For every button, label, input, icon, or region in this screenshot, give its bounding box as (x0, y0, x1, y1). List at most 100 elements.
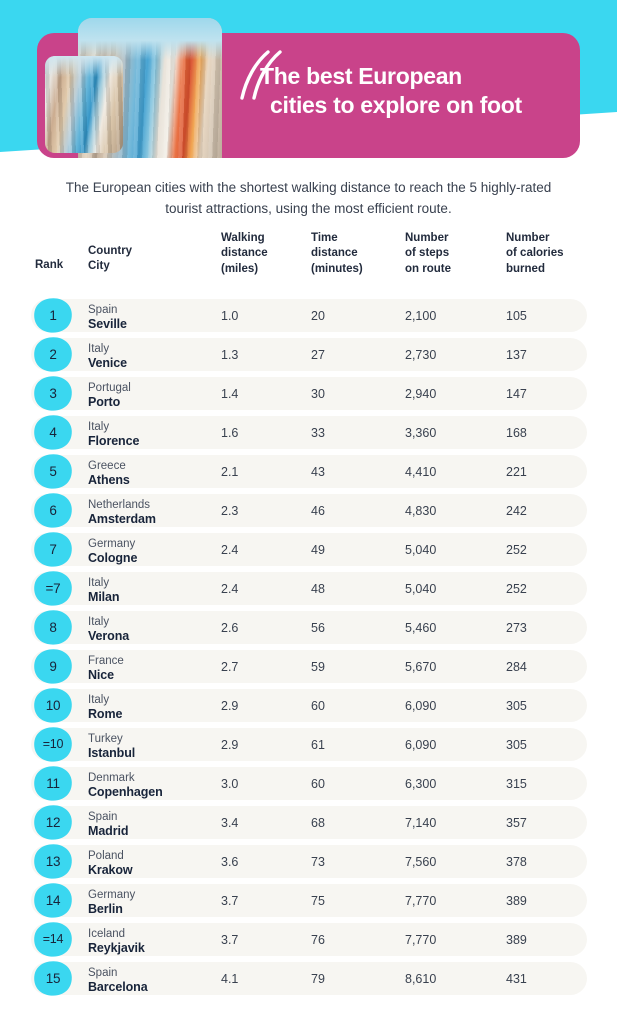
cell-country-city: Italy Milan (88, 576, 120, 605)
cell-walking-distance: 3.6 (221, 855, 239, 869)
rank-badge: 13 (33, 843, 73, 880)
row-background (31, 572, 587, 605)
cell-walking-distance: 2.7 (221, 660, 239, 674)
cell-calories: 315 (506, 777, 527, 791)
row-background (31, 494, 587, 527)
cell-calories: 168 (506, 426, 527, 440)
rank-badge-label: 7 (49, 541, 57, 557)
table-row-barcelona[interactable]: 15 Spain Barcelona 4.1 79 8,610 431 (0, 960, 617, 997)
cell-city: Athens (88, 473, 130, 488)
rank-badge-label: 14 (45, 892, 61, 908)
cell-country-city: Denmark Copenhagen (88, 771, 163, 800)
cell-country: France (88, 655, 124, 667)
rank-badge-blob-icon (34, 493, 72, 528)
cell-steps: 4,410 (405, 465, 437, 479)
rank-badge: 10 (33, 687, 73, 724)
rank-badge-blob-icon (34, 961, 72, 996)
cell-calories: 305 (506, 699, 527, 713)
row-background (31, 962, 587, 995)
cell-steps: 7,560 (405, 855, 437, 869)
rank-badge-label: 1 (49, 307, 57, 323)
table-row-athens[interactable]: 5 Greece Athens 2.1 43 4,410 221 (0, 453, 617, 490)
cell-steps: 5,040 (405, 543, 437, 557)
rank-badge-label: 9 (49, 658, 57, 674)
row-background (31, 845, 587, 878)
rank-badge: 3 (33, 375, 73, 412)
cell-time-distance: 59 (311, 660, 325, 674)
cell-steps: 7,770 (405, 894, 437, 908)
rank-badge: 15 (33, 960, 73, 997)
table-row-porto[interactable]: 3 Portugal Porto 1.4 30 2,940 147 (0, 375, 617, 412)
table-row-verona[interactable]: 8 Italy Verona 2.6 56 5,460 273 (0, 610, 617, 645)
cell-city: Seville (88, 317, 127, 332)
rank-badge-label: 15 (45, 970, 61, 986)
cell-calories: 305 (506, 738, 527, 752)
cell-calories: 389 (506, 933, 527, 947)
cell-country-city: Greece Athens (88, 459, 130, 488)
cell-calories: 284 (506, 660, 527, 674)
cell-country: Germany (88, 538, 136, 550)
cell-city: Istanbul (88, 746, 136, 761)
cell-walking-distance: 1.3 (221, 348, 239, 362)
table-row-copenhagen[interactable]: 11 Denmark Copenhagen 3.0 60 6,300 315 (0, 766, 617, 801)
cell-country-city: Turkey Istanbul (88, 732, 135, 761)
rank-badge-blob-icon (34, 727, 72, 762)
table-row-krakow[interactable]: 13 Poland Krakow 3.6 73 7,560 378 (0, 843, 617, 880)
row-background (31, 806, 587, 839)
rankings-table: Rank Country City Walking distance (mile… (0, 232, 617, 1001)
table-row-reykjavik[interactable]: =14 Iceland Reykjavik 3.7 76 7,770 389 (0, 922, 617, 957)
table-row-amsterdam[interactable]: 6 Netherlands Amsterdam 2.3 46 4,830 242 (0, 492, 617, 529)
cell-time-distance: 48 (311, 582, 325, 596)
cell-country-city: Spain Barcelona (88, 966, 148, 995)
cell-city: Verona (88, 629, 130, 644)
cell-walking-distance: 2.4 (221, 582, 239, 596)
table-row-berlin[interactable]: 14 Germany Berlin 3.7 75 7,770 389 (0, 883, 617, 918)
rank-badge-blob-icon (34, 844, 72, 879)
cell-country-city: Italy Florence (88, 420, 139, 449)
rank-badge-blob-icon (34, 883, 72, 918)
rank-badge-label: =7 (45, 580, 61, 596)
cell-time-distance: 60 (311, 777, 325, 791)
table-row-milan[interactable]: =7 Italy Milan 2.4 48 5,040 252 (0, 571, 617, 606)
cell-country: Denmark (88, 772, 135, 784)
cell-country-city: Italy Rome (88, 693, 122, 722)
rank-badge-label: 2 (49, 346, 57, 362)
cell-country: Spain (88, 811, 118, 823)
cell-country: Italy (88, 577, 110, 589)
cell-walking-distance: 2.9 (221, 738, 239, 752)
cell-country-city: Poland Krakow (88, 849, 133, 878)
rank-badge: 6 (33, 492, 73, 529)
rank-badge-blob-icon (34, 688, 72, 723)
row-background (31, 884, 587, 917)
rank-badge-blob-icon (34, 571, 72, 606)
cell-country: Portugal (88, 382, 131, 394)
cell-time-distance: 79 (311, 972, 325, 986)
table-row-rome[interactable]: 10 Italy Rome 2.9 60 6,090 305 (0, 687, 617, 724)
rank-badge: 5 (33, 453, 73, 490)
cell-steps: 6,300 (405, 777, 437, 791)
cell-time-distance: 27 (311, 348, 325, 362)
cell-country: Iceland (88, 928, 126, 940)
table-row-cologne[interactable]: 7 Germany Cologne 2.4 49 5,040 252 (0, 532, 617, 567)
cell-time-distance: 56 (311, 621, 325, 635)
rank-badge-label: 12 (45, 814, 61, 830)
rank-badge-label: 5 (49, 463, 57, 479)
cell-time-distance: 46 (311, 504, 325, 518)
rank-badge-blob-icon (34, 376, 72, 411)
table-row-seville[interactable]: 1 Spain Seville 1.0 20 2,100 105 (0, 298, 617, 333)
table-row-venice[interactable]: 2 Italy Venice 1.3 27 2,730 137 (0, 337, 617, 372)
column-header-time-distance: Time distance (minutes) (311, 232, 363, 275)
table-row-madrid[interactable]: 12 Spain Madrid 3.4 68 7,140 357 (0, 804, 617, 841)
page-title: The best European cities to explore on f… (260, 62, 570, 120)
rank-badge: =10 (33, 726, 73, 763)
cell-walking-distance: 3.0 (221, 777, 239, 791)
cell-country: Italy (88, 694, 110, 706)
table-row-nice[interactable]: 9 France Nice 2.7 59 5,670 284 (0, 649, 617, 684)
rank-badge: 12 (33, 804, 73, 841)
cell-country: Netherlands (88, 499, 151, 511)
table-row-florence[interactable]: 4 Italy Florence 1.6 33 3,360 168 (0, 415, 617, 450)
cell-time-distance: 75 (311, 894, 325, 908)
table-row-istanbul[interactable]: =10 Turkey Istanbul 2.9 61 6,090 305 (0, 726, 617, 763)
cell-steps: 3,360 (405, 426, 437, 440)
cell-steps: 4,830 (405, 504, 437, 518)
